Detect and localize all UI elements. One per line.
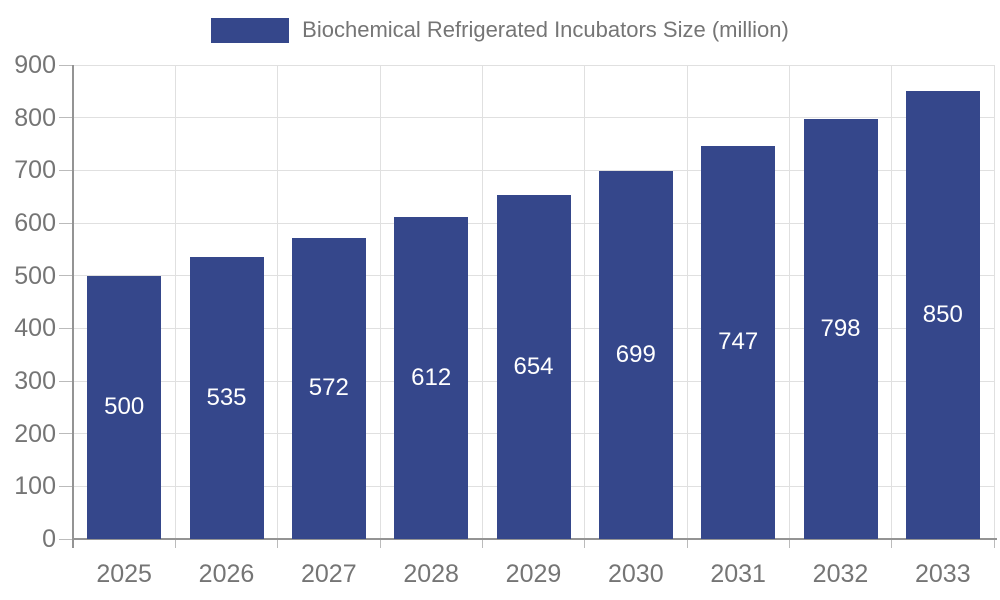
x-axis-label: 2030 [608,560,664,588]
bar-value-label: 850 [922,301,963,329]
y-axis-label: 0 [42,525,56,553]
gridline-vertical [993,65,995,539]
bar[interactable]: 500 [87,275,162,539]
y-axis-tick [59,538,73,540]
gridline-horizontal [73,64,994,66]
y-axis-tick [59,327,73,329]
bar-value-label: 572 [308,374,349,402]
y-axis-label: 500 [14,261,56,290]
gridline-horizontal [73,169,994,171]
gridline-vertical [788,65,790,539]
legend-label: Biochemical Refrigerated Incubators Size… [302,17,789,42]
bar[interactable]: 850 [905,91,980,539]
gridline-horizontal [73,117,994,119]
bar[interactable]: 535 [189,257,264,539]
x-axis-label: 2028 [403,560,459,588]
gridline-vertical [584,65,586,539]
y-axis-label: 600 [14,209,56,237]
y-axis-label: 300 [14,367,56,395]
gridline-vertical [174,65,176,539]
legend-swatch [211,17,290,43]
bar-value-label: 747 [718,328,759,356]
bar-value-label: 798 [820,314,861,342]
bar-value-label: 500 [104,393,145,421]
x-axis-label: 2025 [96,560,152,588]
bar[interactable]: 612 [394,216,469,539]
legend-item[interactable]: Biochemical Refrigerated Incubators Size… [211,17,789,43]
x-axis-tick [174,539,176,548]
gridline-vertical [891,65,893,539]
legend: Biochemical Refrigerated Incubators Size… [0,17,1000,43]
x-axis-label: 2026 [198,560,255,588]
x-axis-label: 2032 [812,560,869,588]
gridline-vertical [686,65,688,539]
x-axis-tick [788,539,790,548]
bar-value-label: 535 [206,384,247,412]
y-axis-label: 700 [14,156,56,185]
x-axis-label: 2029 [505,560,562,588]
y-axis-tick [59,433,73,435]
y-axis-tick [59,380,73,382]
y-axis-line [72,65,74,548]
y-axis-label: 800 [14,103,56,132]
y-axis-label: 100 [14,472,56,501]
y-axis-tick [59,485,73,487]
y-axis-tick [59,64,73,66]
x-axis-label: 2027 [301,560,357,588]
y-axis-label: 900 [14,51,56,79]
gridline-vertical [277,65,279,539]
y-axis-tick [59,275,73,277]
x-axis-tick [686,539,688,548]
x-axis-tick [584,539,586,548]
x-axis-tick [481,539,483,548]
bar[interactable]: 747 [701,145,776,539]
x-axis-label: 2031 [710,560,766,588]
x-axis-label: 2033 [915,560,971,588]
x-axis-line [73,538,997,540]
bar[interactable]: 654 [496,194,571,539]
x-axis-tick [993,539,995,548]
y-axis-label: 400 [14,314,56,343]
bar[interactable]: 572 [291,237,366,539]
x-axis-tick [891,539,893,548]
gridline-vertical [379,65,381,539]
y-axis-tick [59,169,73,171]
bar[interactable]: 699 [598,170,673,539]
bar-value-label: 699 [615,340,656,368]
y-axis-label: 200 [14,419,56,448]
y-axis-tick [59,117,73,119]
y-axis-tick [59,222,73,224]
gridline-vertical [481,65,483,539]
x-axis-tick [277,539,279,548]
bar[interactable]: 798 [803,118,878,539]
x-axis-tick [379,539,381,548]
bar-value-label: 612 [411,363,452,391]
bar-value-label: 654 [513,352,554,380]
